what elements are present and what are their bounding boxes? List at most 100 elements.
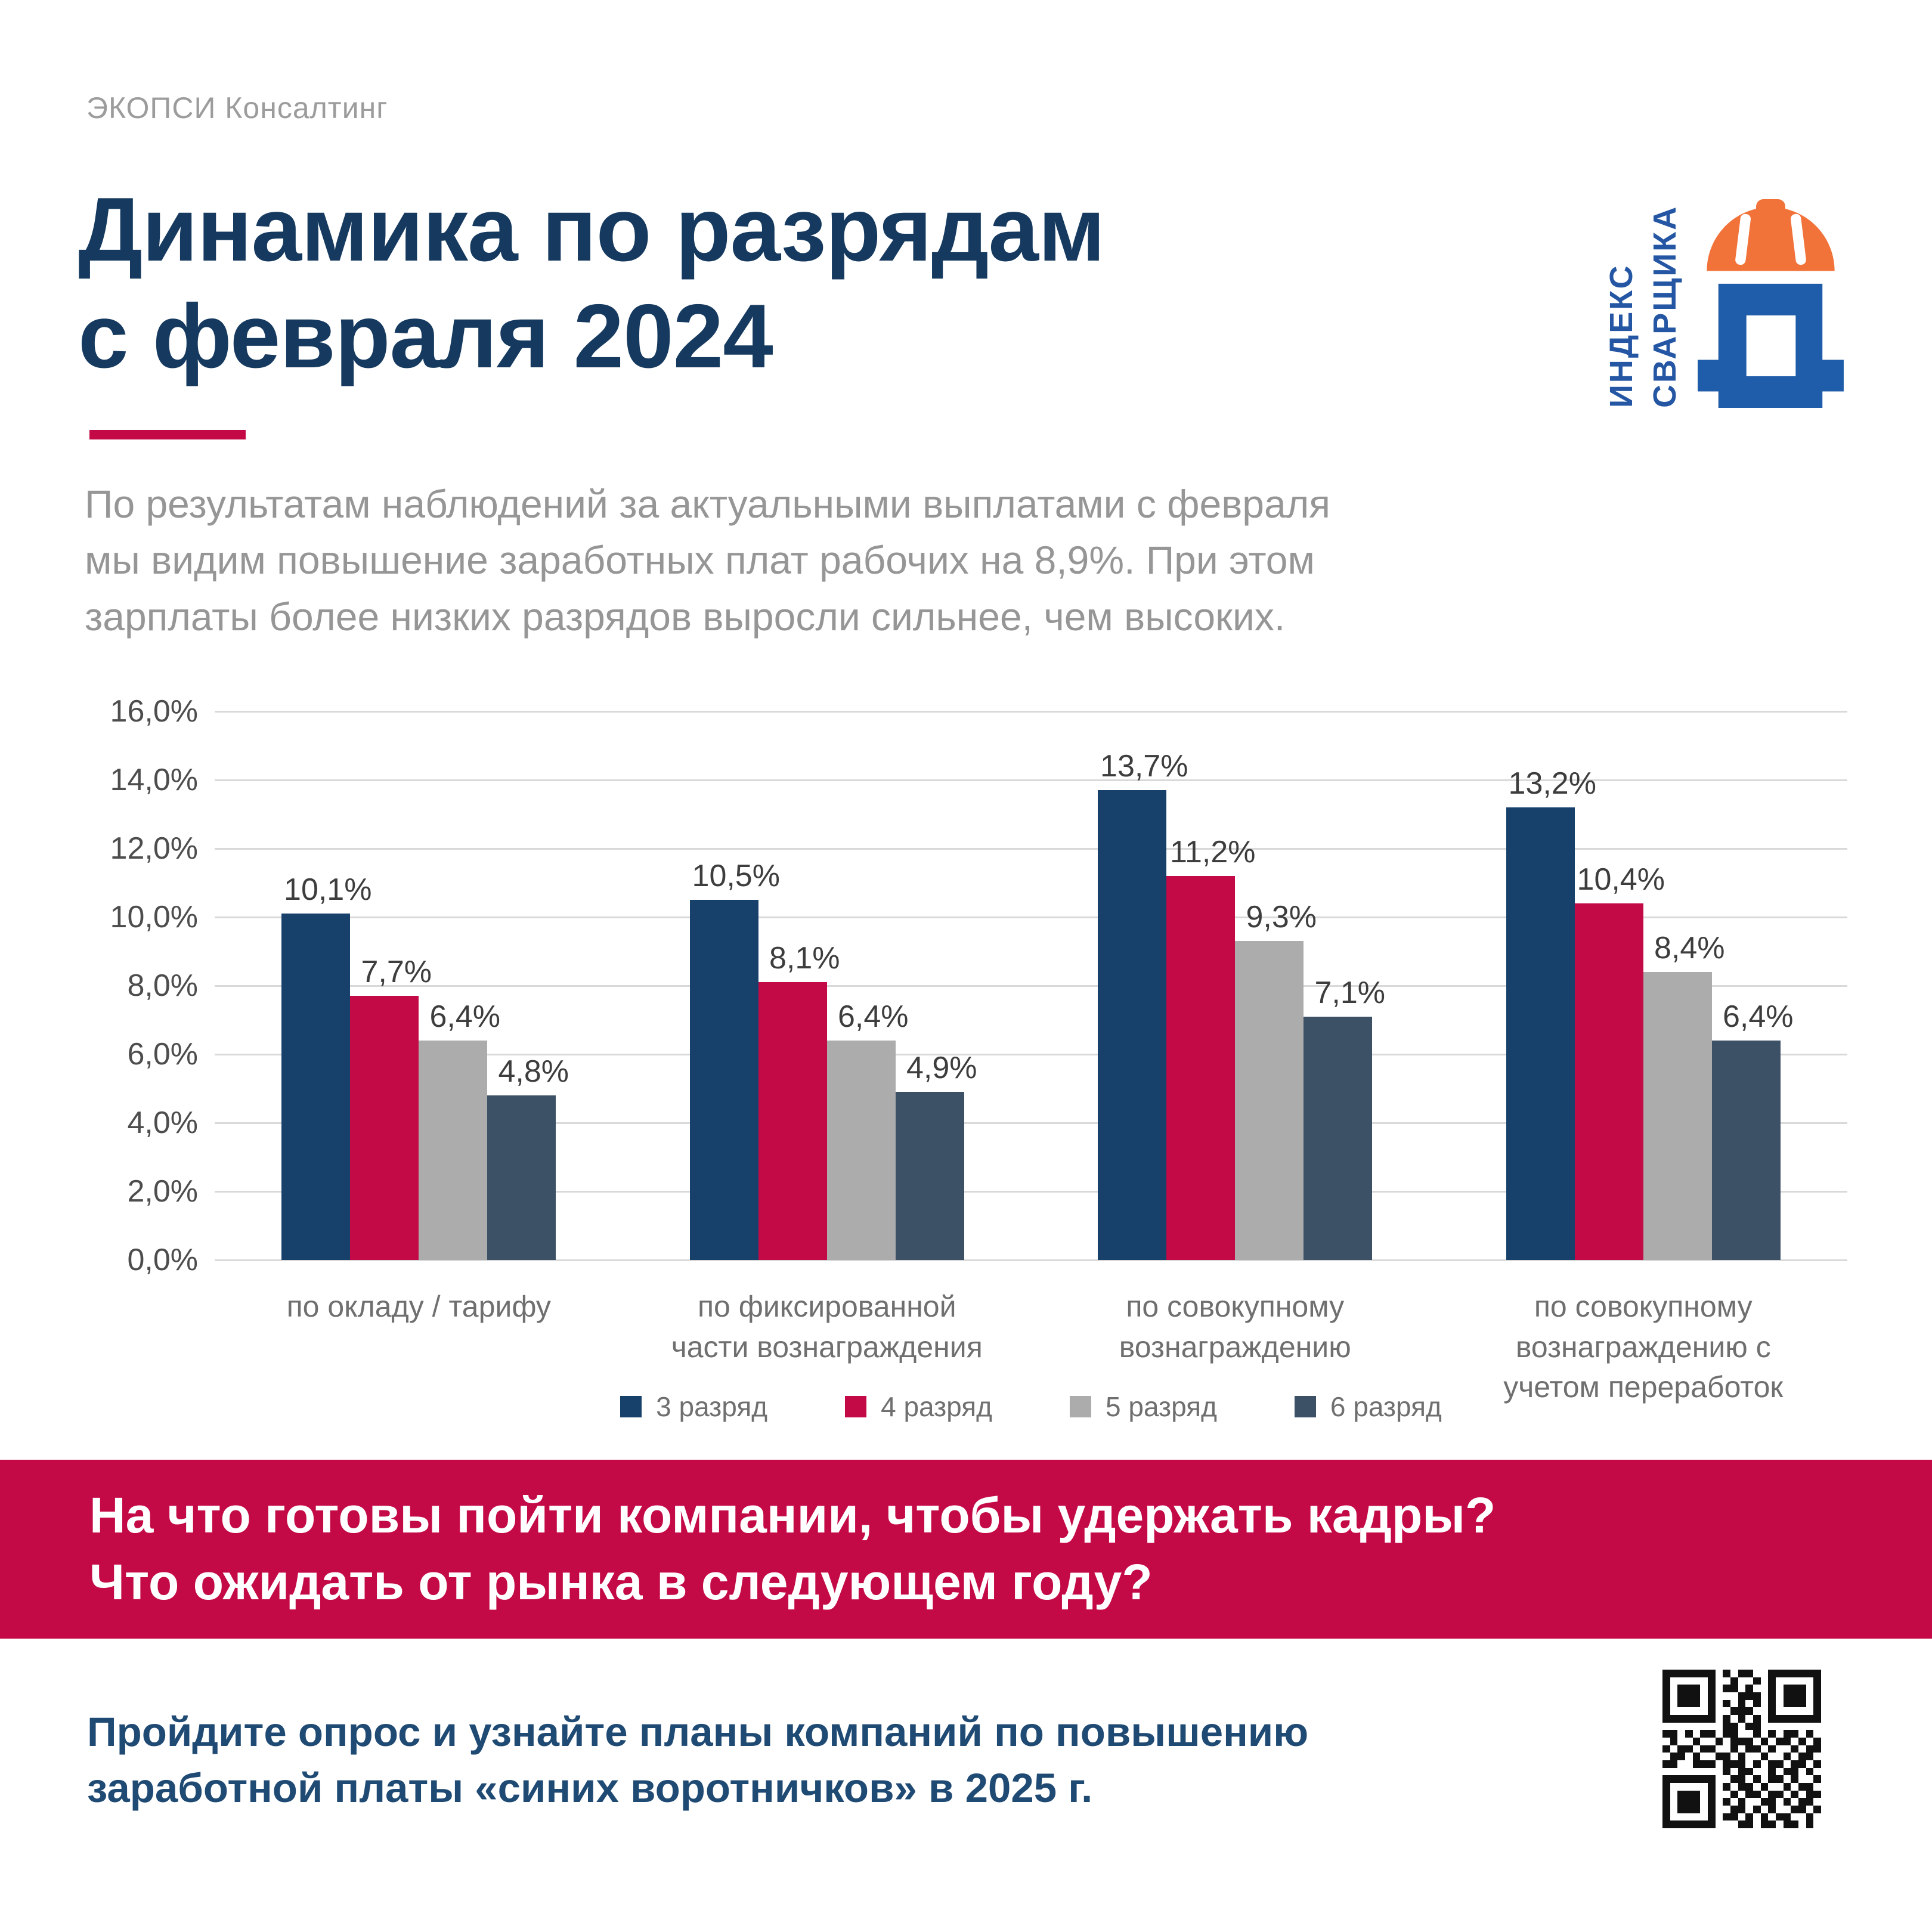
- qr-module: [1738, 1775, 1746, 1783]
- qr-module: [1813, 1790, 1821, 1798]
- qr-module: [1738, 1692, 1746, 1700]
- qr-module: [1753, 1768, 1761, 1776]
- gridline: [215, 985, 1847, 987]
- qr-module: [1806, 1700, 1814, 1708]
- qr-module: [1768, 1692, 1776, 1700]
- qr-module: [1693, 1768, 1701, 1776]
- qr-module: [1716, 1677, 1723, 1685]
- qr-module: [1745, 1677, 1753, 1685]
- qr-module: [1753, 1738, 1761, 1745]
- qr-module: [1723, 1783, 1730, 1791]
- qr-module: [1813, 1775, 1821, 1783]
- qr-module: [1768, 1685, 1776, 1692]
- qr-module: [1700, 1768, 1708, 1776]
- qr-module: [1700, 1760, 1708, 1768]
- qr-module: [1806, 1760, 1814, 1768]
- qr-module: [1730, 1760, 1738, 1768]
- qr-module: [1753, 1820, 1761, 1828]
- qr-module: [1745, 1775, 1753, 1783]
- qr-module: [1716, 1806, 1723, 1813]
- qr-module: [1662, 1753, 1670, 1760]
- qr-module: [1738, 1798, 1746, 1806]
- qr-module: [1662, 1820, 1670, 1828]
- qr-module: [1708, 1692, 1716, 1700]
- qr-module: [1783, 1783, 1791, 1791]
- qr-module: [1700, 1677, 1708, 1685]
- qr-module: [1685, 1677, 1693, 1685]
- qr-module: [1670, 1753, 1678, 1760]
- qr-module: [1723, 1685, 1730, 1692]
- qr-module: [1791, 1783, 1798, 1791]
- qr-module: [1685, 1753, 1693, 1760]
- gridline: [215, 1054, 1847, 1055]
- qr-module: [1761, 1730, 1769, 1738]
- qr-module: [1708, 1775, 1716, 1783]
- qr-module: [1768, 1677, 1776, 1685]
- qr-module: [1662, 1730, 1670, 1738]
- bar: [1574, 903, 1643, 1260]
- qr-module: [1700, 1723, 1708, 1730]
- qr-module: [1798, 1699, 1806, 1708]
- qr-module: [1700, 1813, 1708, 1821]
- qr-module: [1784, 1745, 1791, 1753]
- qr-module: [1677, 1790, 1685, 1798]
- legend-swatch: [1070, 1396, 1091, 1417]
- qr-module: [1806, 1775, 1814, 1783]
- legend-label: 3 разряд: [656, 1391, 768, 1422]
- bar: [1166, 876, 1236, 1260]
- qr-module: [1806, 1753, 1814, 1760]
- qr-module: [1670, 1806, 1678, 1813]
- qr-module: [1791, 1753, 1798, 1760]
- qr-module: [1700, 1798, 1708, 1806]
- qr-module: [1798, 1670, 1806, 1677]
- gridline: [215, 1191, 1847, 1193]
- qr-module: [1692, 1699, 1701, 1708]
- qr-module: [1760, 1798, 1769, 1806]
- qr-module: [1708, 1738, 1716, 1745]
- qr-module: [1738, 1685, 1746, 1692]
- logo-line-1: ИНДЕКС: [1603, 264, 1640, 408]
- qr-module: [1723, 1820, 1730, 1828]
- intro-paragraph: По результатам наблюдений за актуальными…: [85, 482, 1330, 639]
- qr-module: [1685, 1699, 1693, 1708]
- qr-module: [1723, 1798, 1730, 1806]
- qr-module: [1708, 1798, 1716, 1806]
- qr-module: [1761, 1775, 1769, 1783]
- qr-module: [1768, 1775, 1776, 1783]
- bar-value-label: 8,1%: [769, 941, 840, 976]
- qr-module: [1806, 1723, 1814, 1730]
- qr-module: [1708, 1715, 1716, 1723]
- qr-module: [1723, 1738, 1730, 1745]
- qr-module: [1760, 1820, 1769, 1828]
- legend-swatch: [1294, 1396, 1316, 1417]
- gridline: [215, 1122, 1847, 1124]
- bar-value-label: 6,4%: [429, 999, 501, 1034]
- qr-module: [1783, 1753, 1791, 1760]
- qr-module: [1693, 1707, 1701, 1715]
- qr-module: [1662, 1790, 1670, 1798]
- gridline: [215, 779, 1847, 781]
- qr-module: [1715, 1738, 1723, 1745]
- qr-module: [1753, 1813, 1761, 1821]
- qr-module: [1768, 1798, 1776, 1806]
- bar: [1643, 972, 1712, 1260]
- legend-item: 5 разряд: [1070, 1391, 1217, 1423]
- qr-module: [1791, 1798, 1798, 1806]
- qr-module: [1753, 1806, 1761, 1813]
- category-label: по совокупному вознаграждению: [1119, 1290, 1351, 1364]
- qr-module: [1776, 1670, 1784, 1677]
- qr-module: [1791, 1692, 1798, 1700]
- qr-module: [1700, 1806, 1708, 1813]
- qr-module: [1708, 1806, 1716, 1813]
- qr-module: [1776, 1783, 1784, 1791]
- qr-module: [1798, 1783, 1806, 1791]
- qr-module: [1670, 1760, 1678, 1768]
- qr-module: [1730, 1707, 1738, 1715]
- qr-module: [1730, 1722, 1738, 1730]
- qr-module: [1753, 1775, 1761, 1783]
- qr-module: [1745, 1722, 1753, 1730]
- qr-module: [1753, 1715, 1761, 1723]
- logo-text: ИНДЕКС СВАРЩИКА: [1600, 198, 1687, 408]
- bar-value-label: 10,4%: [1577, 862, 1665, 897]
- qr-module: [1662, 1723, 1670, 1730]
